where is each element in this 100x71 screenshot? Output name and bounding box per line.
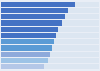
Bar: [1, 58, 99, 63]
Bar: [1, 52, 99, 57]
Bar: [1, 20, 99, 26]
Bar: [1, 2, 99, 7]
Bar: [1, 64, 99, 69]
Bar: [1, 14, 99, 19]
Bar: [1, 27, 99, 32]
Bar: [1, 45, 99, 51]
Bar: [1, 45, 52, 51]
Bar: [1, 39, 99, 44]
Bar: [1, 33, 56, 38]
Bar: [1, 8, 99, 13]
Bar: [1, 39, 54, 44]
Bar: [1, 33, 99, 38]
Bar: [1, 58, 48, 63]
Bar: [1, 20, 62, 26]
Bar: [1, 8, 68, 13]
Bar: [1, 2, 74, 7]
Bar: [1, 14, 65, 19]
Bar: [1, 27, 58, 32]
Bar: [1, 64, 44, 69]
Bar: [1, 52, 50, 57]
